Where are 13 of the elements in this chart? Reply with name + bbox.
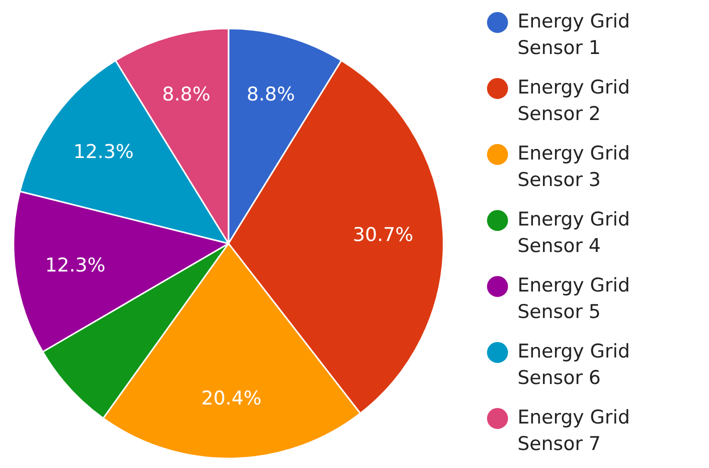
- data-label: 8.8%: [162, 84, 210, 106]
- legend-label: Energy Grid Sensor 5: [518, 274, 630, 323]
- legend-label: Energy Grid Sensor 1: [518, 10, 630, 59]
- legend-label: Energy Grid Sensor 4: [518, 208, 630, 257]
- data-label: 8.8%: [246, 84, 295, 106]
- legend-label: Energy Grid Sensor 7: [518, 406, 630, 455]
- data-label: 12.3%: [45, 254, 106, 276]
- legend-label: Energy Grid Sensor 2: [518, 76, 630, 125]
- data-label: 30.7%: [352, 224, 414, 246]
- legend-label: Energy Grid Sensor 6: [518, 340, 630, 389]
- data-label: 12.3%: [73, 141, 134, 164]
- data-label: 20.4%: [201, 387, 262, 410]
- legend-label: Energy Grid Sensor 3: [518, 142, 630, 191]
